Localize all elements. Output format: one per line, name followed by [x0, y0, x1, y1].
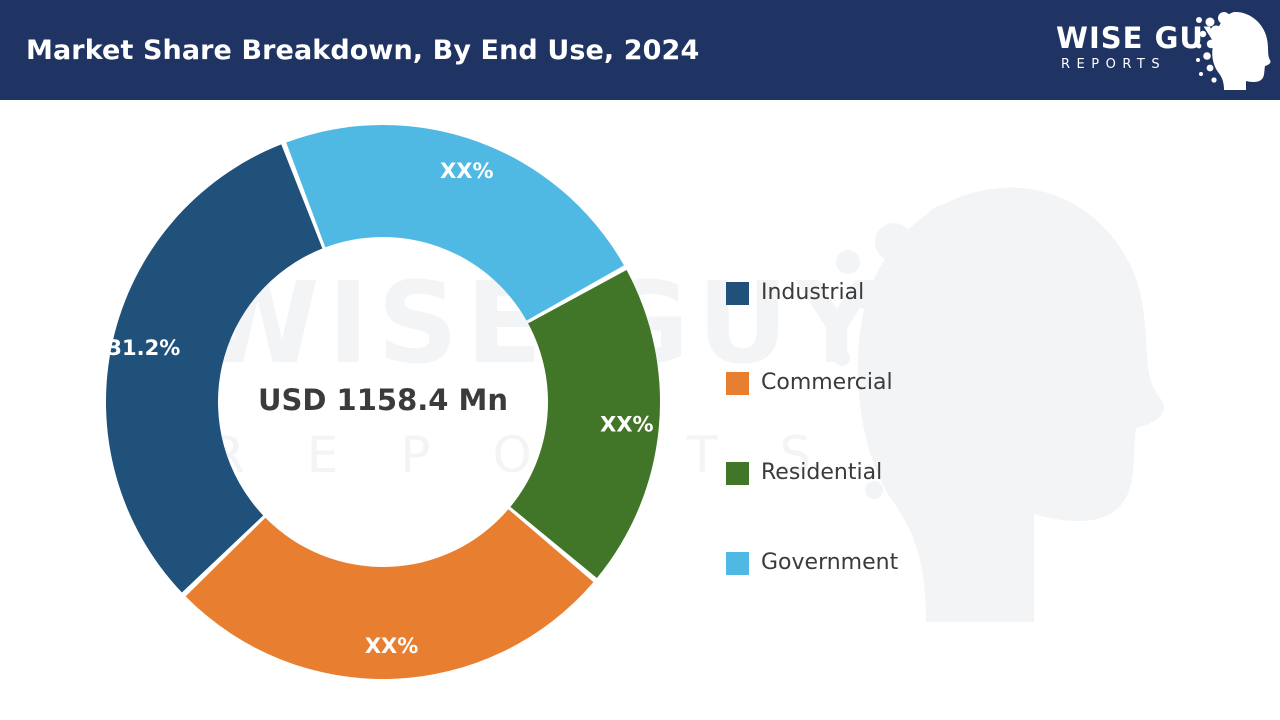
legend-item-residential[interactable]: Residential	[726, 428, 1046, 518]
legend-item-commercial[interactable]: Commercial	[726, 338, 1046, 428]
header-bar: Market Share Breakdown, By End Use, 2024…	[0, 0, 1280, 100]
slice-value-label-commercial: XX%	[365, 634, 418, 658]
donut-slice-group	[105, 125, 660, 679]
donut-slice-industrial[interactable]	[105, 144, 323, 593]
logo-wordmark: WISE GUY	[1056, 21, 1226, 55]
donut-label-group: XX% XX% XX% 31.2%	[107, 159, 653, 658]
legend-item-label: Government	[761, 550, 899, 575]
slice-value-label-residential: XX%	[600, 412, 653, 436]
donut-chart: XX% XX% XX% 31.2% USD 1158.4 Mn	[105, 125, 660, 679]
donut-slice-residential[interactable]	[510, 270, 660, 579]
legend-item-label: Residential	[761, 460, 883, 485]
legend-swatch-icon	[726, 371, 749, 395]
legend-item-label: Industrial	[761, 280, 865, 305]
brand-logo: WISE GUY REPORTS	[1054, 8, 1272, 92]
slice-value-label-industrial: 31.2%	[107, 336, 180, 360]
center-total-label: USD 1158.4 Mn	[258, 383, 508, 417]
legend-swatch-icon	[726, 281, 749, 305]
donut-slice-commercial[interactable]	[185, 509, 594, 679]
chart-legend: Industrial Commercial Residential Governmen…	[726, 248, 1046, 608]
slice-value-label-government: XX%	[440, 159, 493, 183]
donut-slice-government[interactable]	[286, 125, 624, 321]
plot-area: WISE GUY REPORTS	[0, 100, 1280, 720]
legend-item-government[interactable]: Government	[726, 518, 1046, 608]
dotted-head-profile-icon	[1196, 11, 1271, 90]
legend-swatch-icon	[726, 551, 749, 575]
logo-subtext: REPORTS	[1061, 57, 1167, 72]
legend-item-industrial[interactable]: Industrial	[726, 248, 1046, 338]
legend-item-label: Commercial	[761, 370, 893, 395]
legend-swatch-icon	[726, 461, 749, 485]
page-title: Market Share Breakdown, By End Use, 2024	[26, 35, 700, 66]
